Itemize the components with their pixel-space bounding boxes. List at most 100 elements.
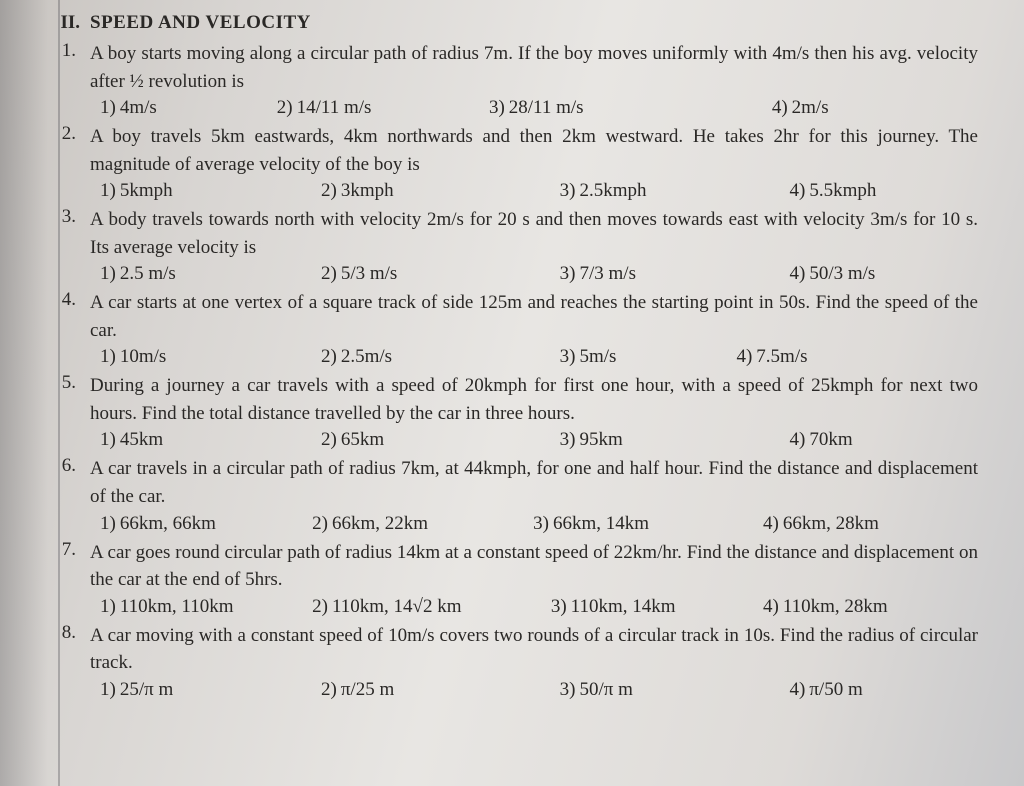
- option-1: 1) 110km, 110km: [100, 596, 312, 618]
- option-1: 1) 10m/s: [100, 346, 321, 368]
- option-2: 2) 66km, 22km: [312, 513, 533, 535]
- option-text: 66km, 28km: [783, 513, 879, 535]
- option-number: 2): [321, 346, 337, 368]
- option-4: 4) 110km, 28km: [763, 596, 984, 618]
- option-number: 4): [790, 679, 806, 701]
- question-options: 1) 2.5 m/s2) 5/3 m/s3) 7/3 m/s4) 50/3 m/…: [90, 263, 984, 285]
- question-5: 5.During a journey a car travels with a …: [90, 372, 984, 451]
- option-text: 7/3 m/s: [580, 263, 636, 285]
- option-text: 50/3 m/s: [809, 263, 875, 285]
- option-3: 3) 66km, 14km: [533, 513, 763, 535]
- option-text: 65km: [341, 429, 384, 451]
- option-1: 1) 66km, 66km: [100, 513, 312, 535]
- option-number: 3): [489, 97, 505, 119]
- option-number: 2): [321, 429, 337, 451]
- option-number: 1): [100, 346, 116, 368]
- option-text: 110km, 28km: [783, 596, 888, 618]
- option-3: 3) 110km, 14km: [551, 596, 763, 618]
- option-4: 4) 50/3 m/s: [790, 263, 984, 285]
- question-text: A car starts at one vertex of a square t…: [90, 289, 984, 344]
- option-number: 4): [790, 180, 806, 202]
- question-options: 1) 10m/s2) 2.5m/s3) 5m/s4) 7.5m/s: [90, 346, 984, 368]
- option-4: 4) 5.5kmph: [790, 180, 984, 202]
- option-number: 2): [312, 513, 328, 535]
- option-number: 3): [560, 346, 576, 368]
- option-1: 1) 5kmph: [100, 180, 321, 202]
- question-number: 2.: [42, 123, 76, 145]
- question-number: 7.: [42, 539, 76, 561]
- option-number: 1): [100, 180, 116, 202]
- option-3: 3) 5m/s: [560, 346, 737, 368]
- option-3: 3) 95km: [560, 429, 790, 451]
- option-number: 3): [551, 596, 567, 618]
- option-number: 2): [321, 679, 337, 701]
- option-2: 2) π/25 m: [321, 679, 560, 701]
- option-number: 3): [560, 263, 576, 285]
- question-number: 6.: [42, 455, 76, 477]
- question-options: 1) 4m/s2) 14/11 m/s3) 28/11 m/s4) 2m/s: [90, 97, 984, 119]
- option-3: 3) 2.5kmph: [560, 180, 790, 202]
- question-text: During a journey a car travels with a sp…: [90, 372, 984, 427]
- option-text: 2m/s: [792, 97, 829, 119]
- question-text: A body travels towards north with veloci…: [90, 206, 984, 261]
- question-options: 1) 25/π m2) π/25 m3) 50/π m4) π/50 m: [90, 679, 984, 701]
- option-text: 45km: [120, 429, 163, 451]
- option-number: 4): [763, 513, 779, 535]
- option-number: 4): [772, 97, 788, 119]
- question-text: A car moving with a constant speed of 10…: [90, 622, 984, 677]
- option-text: 28/11 m/s: [509, 97, 584, 119]
- option-text: 3kmph: [341, 180, 394, 202]
- option-number: 1): [100, 97, 116, 119]
- option-text: 66km, 66km: [120, 513, 216, 535]
- option-number: 3): [560, 180, 576, 202]
- question-options: 1) 45km2) 65km3) 95km4) 70km: [90, 429, 984, 451]
- option-number: 2): [321, 180, 337, 202]
- option-text: π/50 m: [809, 679, 862, 701]
- option-text: 10m/s: [120, 346, 166, 368]
- option-text: 7.5m/s: [756, 346, 807, 368]
- option-number: 1): [100, 513, 116, 535]
- question-text: A car travels in a circular path of radi…: [90, 455, 984, 510]
- question-number: 1.: [42, 40, 76, 62]
- option-3: 3) 50/π m: [560, 679, 790, 701]
- option-2: 2) 2.5m/s: [321, 346, 560, 368]
- question-4: 4.A car starts at one vertex of a square…: [90, 289, 984, 368]
- question-7: 7.A car goes round circular path of radi…: [90, 539, 984, 618]
- option-1: 1) 2.5 m/s: [100, 263, 321, 285]
- option-text: 70km: [809, 429, 852, 451]
- option-2: 2) 110km, 14√2 km: [312, 596, 551, 618]
- option-2: 2) 14/11 m/s: [277, 97, 489, 119]
- option-4: 4) π/50 m: [790, 679, 984, 701]
- option-text: 5.5kmph: [809, 180, 876, 202]
- option-4: 4) 70km: [790, 429, 984, 451]
- question-2: 2.A boy travels 5km eastwards, 4km north…: [90, 123, 984, 202]
- option-number: 3): [533, 513, 549, 535]
- option-3: 3) 7/3 m/s: [560, 263, 790, 285]
- option-text: 66km, 22km: [332, 513, 428, 535]
- option-2: 2) 3kmph: [321, 180, 560, 202]
- option-number: 4): [736, 346, 752, 368]
- question-options: 1) 110km, 110km2) 110km, 14√2 km3) 110km…: [90, 596, 984, 618]
- option-number: 3): [560, 429, 576, 451]
- option-text: 5/3 m/s: [341, 263, 397, 285]
- option-2: 2) 65km: [321, 429, 560, 451]
- question-number: 8.: [42, 622, 76, 644]
- option-1: 1) 45km: [100, 429, 321, 451]
- section-title: SPEED AND VELOCITY: [90, 12, 311, 34]
- option-text: 110km, 14√2 km: [332, 596, 462, 618]
- question-6: 6.A car travels in a circular path of ra…: [90, 455, 984, 534]
- question-number: 3.: [42, 206, 76, 228]
- option-text: 66km, 14km: [553, 513, 649, 535]
- option-4: 4) 7.5m/s: [736, 346, 984, 368]
- question-number: 4.: [42, 289, 76, 311]
- option-number: 1): [100, 263, 116, 285]
- section-roman: II.: [28, 12, 90, 34]
- question-text: A car goes round circular path of radius…: [90, 539, 984, 594]
- option-text: 110km, 110km: [120, 596, 234, 618]
- option-number: 4): [790, 263, 806, 285]
- option-text: π/25 m: [341, 679, 394, 701]
- option-number: 1): [100, 679, 116, 701]
- question-text: A boy travels 5km eastwards, 4km northwa…: [90, 123, 984, 178]
- question-number: 5.: [42, 372, 76, 394]
- option-text: 2.5kmph: [580, 180, 647, 202]
